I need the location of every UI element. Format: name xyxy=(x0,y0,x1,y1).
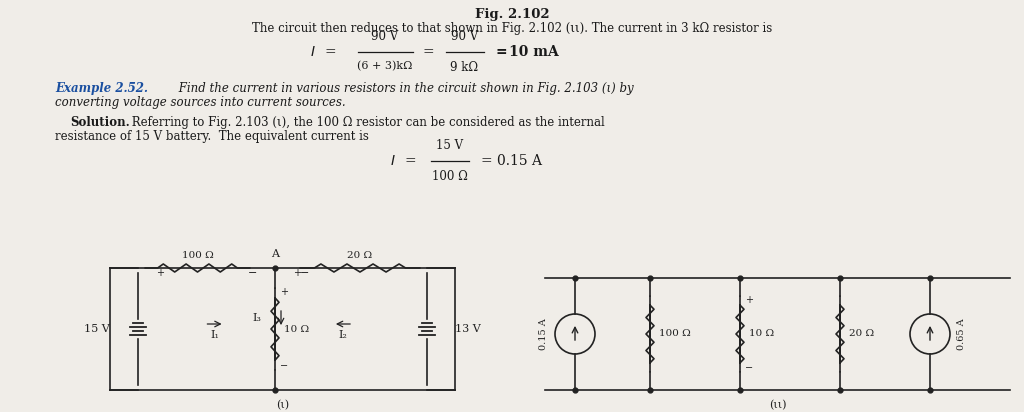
Text: 20 Ω: 20 Ω xyxy=(347,251,373,260)
Text: +: + xyxy=(745,295,753,305)
Text: 15 V: 15 V xyxy=(436,139,464,152)
Text: −: − xyxy=(248,268,258,278)
Text: 9 kΩ: 9 kΩ xyxy=(451,61,478,74)
Text: I₁: I₁ xyxy=(210,330,219,340)
Text: Solution.: Solution. xyxy=(70,116,130,129)
Text: converting voltage sources into current sources.: converting voltage sources into current … xyxy=(55,96,346,109)
Text: 10 Ω: 10 Ω xyxy=(284,325,309,333)
Text: 15 V: 15 V xyxy=(84,324,110,334)
Text: I₃: I₃ xyxy=(252,313,261,323)
Text: $I$: $I$ xyxy=(310,45,315,59)
Text: 90 V: 90 V xyxy=(372,30,398,43)
Text: 10 Ω: 10 Ω xyxy=(749,330,774,339)
Text: Find the current in various resistors in the circuit shown in Fig. 2.103 (ι) by: Find the current in various resistors in… xyxy=(175,82,634,95)
Text: (ι): (ι) xyxy=(275,400,289,410)
Text: +: + xyxy=(280,287,288,297)
Text: =: = xyxy=(324,45,336,59)
Text: −: − xyxy=(745,363,753,373)
Text: = 10 mA: = 10 mA xyxy=(496,45,558,59)
Text: −: − xyxy=(280,361,288,371)
Text: Fig. 2.102: Fig. 2.102 xyxy=(475,8,549,21)
Text: The circuit then reduces to that shown in Fig. 2.102 (ιι). The current in 3 kΩ r: The circuit then reduces to that shown i… xyxy=(252,22,772,35)
Text: I₂: I₂ xyxy=(339,330,347,340)
Text: A: A xyxy=(271,249,279,259)
Text: −: − xyxy=(300,268,309,278)
Text: +: + xyxy=(156,268,164,278)
Text: = 0.15 A: = 0.15 A xyxy=(481,154,542,168)
Text: Example 2.52.: Example 2.52. xyxy=(55,82,148,95)
Text: 0.15 A: 0.15 A xyxy=(539,318,548,350)
Text: resistance of 15 V battery.  The equivalent current is: resistance of 15 V battery. The equivale… xyxy=(55,130,369,143)
Text: (ιι): (ιι) xyxy=(769,400,786,410)
Text: 100 Ω: 100 Ω xyxy=(181,251,213,260)
Text: (6 + 3)kΩ: (6 + 3)kΩ xyxy=(357,61,413,71)
Text: 20 Ω: 20 Ω xyxy=(849,330,874,339)
Text: =: = xyxy=(423,45,434,59)
Text: $I$: $I$ xyxy=(390,154,395,168)
Text: 100 Ω: 100 Ω xyxy=(659,330,691,339)
Text: 90 V: 90 V xyxy=(451,30,478,43)
Text: +: + xyxy=(293,268,301,278)
Text: 13 V: 13 V xyxy=(455,324,480,334)
Text: 0.65 A: 0.65 A xyxy=(957,318,967,350)
Text: 100 Ω: 100 Ω xyxy=(432,170,468,183)
Text: =: = xyxy=(404,154,416,168)
Text: Referring to Fig. 2.103 (ι), the 100 Ω resistor can be considered as the interna: Referring to Fig. 2.103 (ι), the 100 Ω r… xyxy=(128,116,605,129)
